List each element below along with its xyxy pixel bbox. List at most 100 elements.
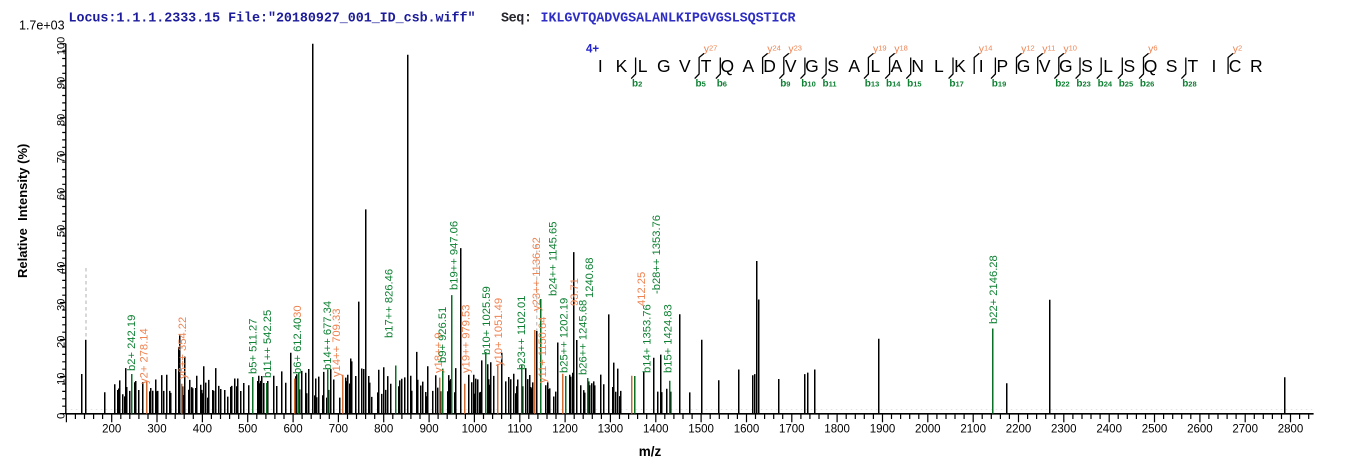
svg-text:40: 40 xyxy=(55,262,67,274)
svg-text:y23: y23 xyxy=(788,43,802,55)
svg-text:1800: 1800 xyxy=(824,424,850,436)
svg-text:b2: b2 xyxy=(632,79,642,90)
svg-text:D: D xyxy=(763,56,776,76)
svg-text:y23++ 1136.62: y23++ 1136.62 xyxy=(531,237,543,311)
svg-text:300: 300 xyxy=(147,424,166,436)
svg-text:90: 90 xyxy=(55,77,67,89)
svg-text:93.71: 93.71 xyxy=(569,278,581,306)
svg-text:L: L xyxy=(934,56,944,76)
svg-text:1900: 1900 xyxy=(870,424,896,436)
svg-text:N: N xyxy=(911,56,924,76)
svg-text:y18++ 9: y18++ 9 xyxy=(433,333,445,373)
svg-text:b9+ 926.51: b9+ 926.51 xyxy=(437,307,449,363)
svg-text:b9: b9 xyxy=(780,79,790,90)
svg-text:C: C xyxy=(1229,56,1242,76)
svg-text:R: R xyxy=(1250,56,1263,76)
svg-text:1000: 1000 xyxy=(462,424,488,436)
svg-text:b14+ 1353.76: b14+ 1353.76 xyxy=(642,304,654,373)
svg-text:-b28++ 1353.76: -b28++ 1353.76 xyxy=(651,215,663,294)
svg-text:I: I xyxy=(1211,56,1216,76)
svg-text:2000: 2000 xyxy=(915,424,941,436)
svg-text:200: 200 xyxy=(102,424,121,436)
svg-text:I: I xyxy=(598,56,603,76)
svg-text:b2+ 242.19: b2+ 242.19 xyxy=(126,315,138,371)
svg-text:1700: 1700 xyxy=(779,424,805,436)
svg-text:700: 700 xyxy=(329,424,348,436)
svg-text:T: T xyxy=(1187,56,1198,76)
svg-text:b17: b17 xyxy=(949,79,963,90)
svg-text:b10+ 1025.59: b10+ 1025.59 xyxy=(481,286,493,355)
svg-text:P: P xyxy=(996,56,1008,76)
svg-text:30: 30 xyxy=(55,299,67,311)
svg-text:S: S xyxy=(1166,56,1178,76)
svg-text:y14: y14 xyxy=(979,43,993,55)
svg-text:1200: 1200 xyxy=(552,424,578,436)
svg-text:b28: b28 xyxy=(1182,79,1196,90)
svg-text:b15: b15 xyxy=(907,79,921,90)
svg-text:y2+ 278.14: y2+ 278.14 xyxy=(139,328,151,384)
svg-text:V: V xyxy=(679,56,691,76)
svg-text:y11+ 1150.64: y11+ 1150.64 xyxy=(537,317,549,383)
svg-text:50: 50 xyxy=(55,225,67,237)
svg-text:1600: 1600 xyxy=(734,424,760,436)
svg-text:.30: .30 xyxy=(292,305,304,321)
svg-text:Q: Q xyxy=(720,56,734,76)
svg-text:900: 900 xyxy=(420,424,439,436)
svg-text:2800: 2800 xyxy=(1278,424,1304,436)
svg-text:b22: b22 xyxy=(1055,79,1069,90)
svg-text:y19++ 979.53: y19++ 979.53 xyxy=(461,305,473,373)
svg-text:b5: b5 xyxy=(696,79,706,90)
svg-text:b25: b25 xyxy=(1119,79,1133,90)
svg-text:y27: y27 xyxy=(704,43,718,55)
svg-text:y19: y19 xyxy=(873,43,887,55)
svg-text:0: 0 xyxy=(55,413,67,419)
svg-text:b14++ 677.34: b14++ 677.34 xyxy=(322,301,334,370)
svg-text:500: 500 xyxy=(238,424,257,436)
svg-text:b15+ 1424.83: b15+ 1424.83 xyxy=(663,304,675,373)
svg-text:1100: 1100 xyxy=(507,424,532,436)
svg-text:b23: b23 xyxy=(1076,79,1090,90)
svg-text:800: 800 xyxy=(374,424,393,436)
svg-text:400: 400 xyxy=(193,424,212,436)
svg-text:K: K xyxy=(954,56,966,76)
svg-text:A: A xyxy=(848,56,860,76)
svg-text:2400: 2400 xyxy=(1096,424,1122,436)
svg-text:b10: b10 xyxy=(801,79,815,90)
svg-text:T: T xyxy=(701,56,712,76)
svg-text:1240.68: 1240.68 xyxy=(584,258,596,298)
svg-text:80: 80 xyxy=(55,114,67,126)
svg-text:Relative Intensity (%): Relative Intensity (%) xyxy=(15,144,30,278)
svg-text:y10: y10 xyxy=(1063,43,1077,55)
svg-text:IKLGVTQADVGSALANLKIPGVGSLSQSTI: IKLGVTQADVGSALANLKIPGVGSLSQSTICR xyxy=(541,12,797,27)
svg-text:L: L xyxy=(638,56,648,76)
svg-text:V: V xyxy=(785,56,797,76)
svg-text:b11: b11 xyxy=(823,79,837,90)
svg-text:1300: 1300 xyxy=(598,424,624,436)
svg-text:y14++ 709.33: y14++ 709.33 xyxy=(331,309,343,377)
svg-text:b19: b19 xyxy=(992,79,1006,90)
svg-text:b14: b14 xyxy=(886,79,901,90)
svg-text:600: 600 xyxy=(284,424,303,436)
svg-text:70: 70 xyxy=(55,151,67,163)
svg-text:b17++ 826.46: b17++ 826.46 xyxy=(384,269,396,338)
svg-text:60: 60 xyxy=(55,188,67,200)
svg-text:b6: b6 xyxy=(717,79,727,90)
svg-text:b6+ 612.40: b6+ 612.40 xyxy=(292,318,304,374)
svg-text:b26: b26 xyxy=(1140,79,1154,90)
svg-text:y6: y6 xyxy=(1148,43,1157,55)
svg-text:K: K xyxy=(616,56,628,76)
svg-text:Seq:: Seq: xyxy=(501,12,532,27)
svg-text:b19++ 947.06: b19++ 947.06 xyxy=(449,221,461,290)
svg-text:b23++ 1102.01: b23++ 1102.01 xyxy=(516,296,528,370)
svg-text:b26++ 1245.68: b26++ 1245.68 xyxy=(578,300,590,375)
svg-text:2100: 2100 xyxy=(960,424,986,436)
svg-text:Locus:1.1.1.2333.15 File:"2018: Locus:1.1.1.2333.15 File:"20180927_001_I… xyxy=(69,12,476,27)
svg-text:S: S xyxy=(827,56,839,76)
svg-text:A: A xyxy=(743,56,755,76)
svg-text:2600: 2600 xyxy=(1187,424,1213,436)
svg-text:V: V xyxy=(1039,56,1051,76)
svg-text:b24++ 1145.65: b24++ 1145.65 xyxy=(548,222,560,296)
svg-text:Q: Q xyxy=(1144,56,1158,76)
svg-text:412.25: 412.25 xyxy=(636,272,648,306)
svg-text:1400: 1400 xyxy=(643,424,669,436)
